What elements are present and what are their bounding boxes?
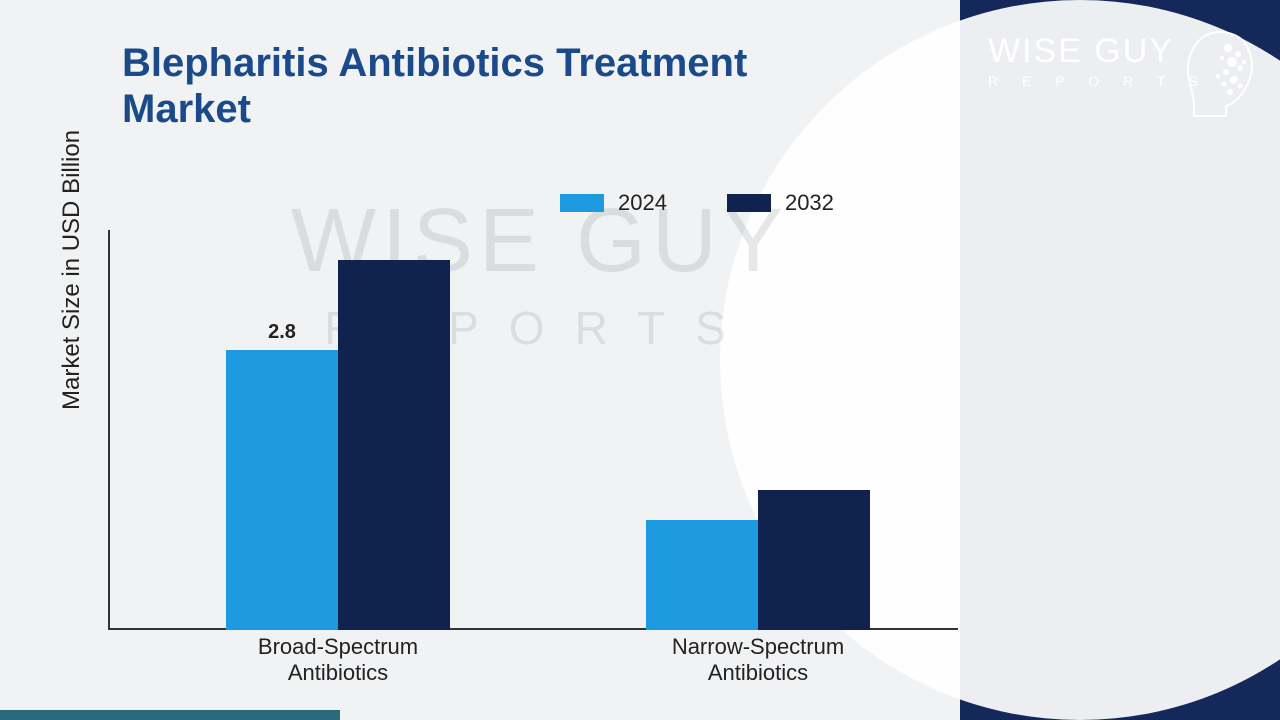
- y-axis-label: Market Size in USD Billion: [58, 130, 86, 410]
- bars-wrapper: [628, 230, 888, 630]
- legend-swatch: [727, 194, 771, 212]
- category-label: Broad-Spectrum Antibiotics: [208, 634, 468, 687]
- chart-title: Blepharitis Antibiotics Treatment Market: [122, 40, 842, 132]
- bar: [226, 350, 338, 630]
- legend-item: 2032: [727, 190, 834, 216]
- bar: [646, 520, 758, 630]
- page-root: WISE GUY R E P O R T S Blepharitis Antib…: [0, 0, 1280, 720]
- category-label: Narrow-Spectrum Antibiotics: [628, 634, 888, 687]
- legend-item: 2024: [560, 190, 667, 216]
- bar: [758, 490, 870, 630]
- bar-group: Narrow-Spectrum Antibiotics: [628, 230, 888, 630]
- bar: [338, 260, 450, 630]
- plot-area: 2.8Broad-Spectrum Antibiotics Narrow-Spec…: [108, 230, 958, 630]
- legend-label: 2024: [618, 190, 667, 216]
- legend-label: 2032: [785, 190, 834, 216]
- bottom-accent-strip: [0, 710, 340, 720]
- legend: 2024 2032: [560, 190, 834, 216]
- legend-swatch: [560, 194, 604, 212]
- logo-head-icon: [1180, 28, 1260, 118]
- bar-group: 2.8Broad-Spectrum Antibiotics: [208, 230, 468, 630]
- y-axis-line: [108, 230, 110, 630]
- bars-wrapper: [208, 230, 468, 630]
